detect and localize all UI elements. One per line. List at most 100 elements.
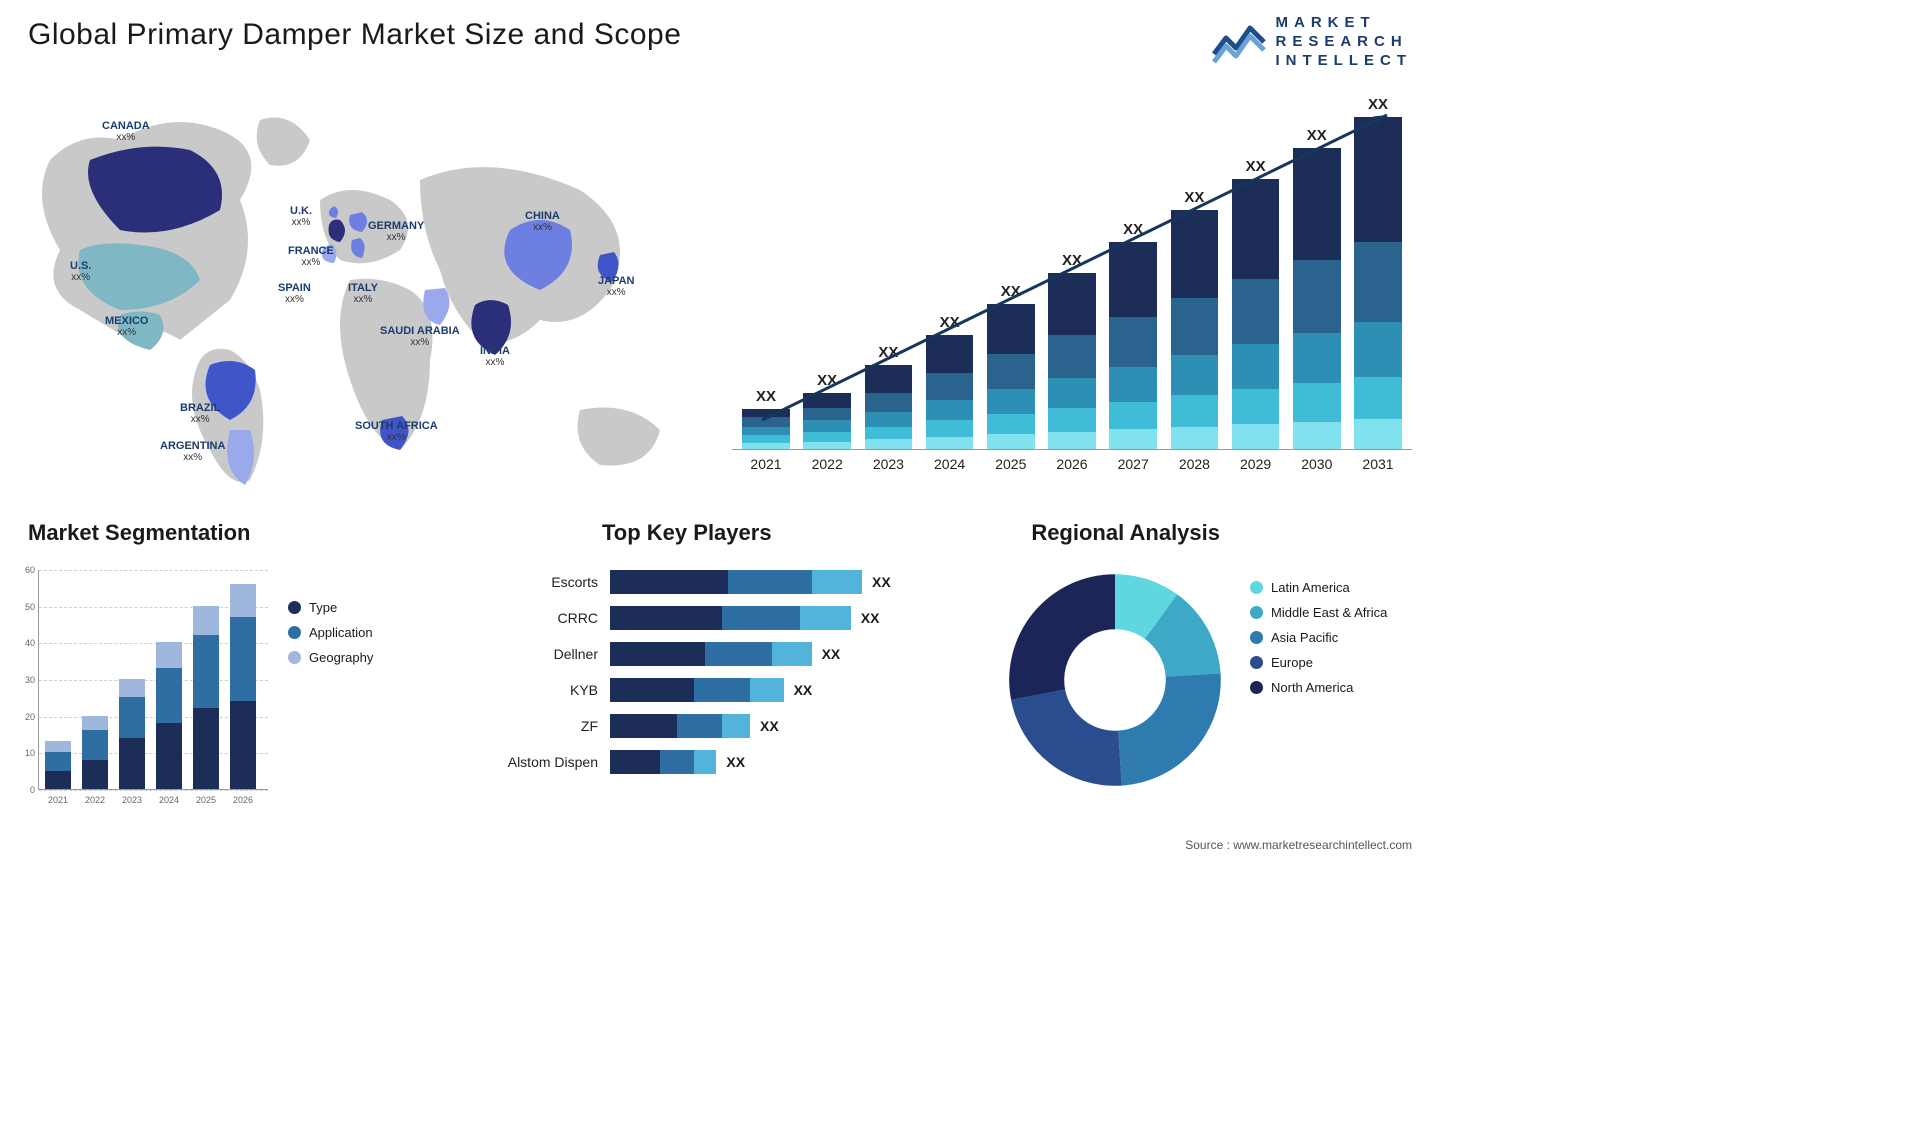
- seg-bar-seg: [82, 760, 108, 789]
- main-bar-seg: [1232, 279, 1280, 344]
- map-label: SOUTH AFRICAxx%: [355, 420, 438, 443]
- main-bar: XX: [987, 304, 1035, 449]
- seg-gridline: [39, 570, 268, 571]
- seg-bar-seg: [193, 708, 219, 789]
- logo-icon: [1212, 20, 1266, 64]
- kp-bar-seg: [610, 570, 728, 594]
- kp-bar: [610, 570, 862, 594]
- main-bar: XX: [1171, 210, 1219, 449]
- legend-label: Asia Pacific: [1271, 630, 1338, 645]
- reg-legend-item: Latin America: [1250, 580, 1420, 595]
- main-bar-seg: [987, 304, 1035, 354]
- main-bar-xlabel: 2031: [1354, 456, 1402, 480]
- seg-legend-item: Geography: [288, 650, 373, 665]
- reg-legend-item: Asia Pacific: [1250, 630, 1420, 645]
- main-bar-seg: [803, 408, 851, 421]
- seg-bar-seg: [230, 584, 256, 617]
- logo-line1: MARKET: [1276, 14, 1413, 33]
- main-bar-seg: [1293, 422, 1341, 450]
- main-bar: XX: [1293, 148, 1341, 449]
- main-bar-seg: [1354, 242, 1402, 322]
- main-bar-xlabel: 2028: [1171, 456, 1219, 480]
- segmentation-chart: 0102030405060202120222023202420252026 Ty…: [10, 560, 430, 820]
- legend-dot: [1250, 656, 1263, 669]
- map-label: CANADAxx%: [102, 120, 150, 143]
- map-label: BRAZILxx%: [180, 402, 220, 425]
- legend-label: North America: [1271, 680, 1353, 695]
- legend-label: Type: [309, 600, 337, 615]
- brand-logo: MARKET RESEARCH INTELLECT: [1212, 14, 1413, 70]
- map-label: CHINAxx%: [525, 210, 560, 233]
- main-bar-value: XX: [1232, 158, 1280, 175]
- main-bar-seg: [987, 389, 1035, 414]
- kp-value: XX: [760, 718, 779, 734]
- seg-bar-seg: [156, 668, 182, 723]
- donut-chart: [1000, 565, 1230, 795]
- main-bar-seg: [1109, 242, 1157, 317]
- main-bar-seg: [803, 432, 851, 442]
- legend-dot: [1250, 606, 1263, 619]
- kp-value: XX: [794, 682, 813, 698]
- seg-ylabel: 30: [15, 675, 35, 685]
- main-bar-seg: [1109, 367, 1157, 402]
- legend-dot: [288, 626, 301, 639]
- main-bar: XX: [1109, 242, 1157, 450]
- kp-name: ZF: [490, 718, 610, 734]
- kp-bar-seg: [800, 606, 850, 630]
- legend-dot: [288, 601, 301, 614]
- kp-bar-seg: [610, 678, 694, 702]
- main-bar-xlabel: 2026: [1048, 456, 1096, 480]
- seg-bar-seg: [156, 723, 182, 789]
- main-bar-seg: [1048, 378, 1096, 408]
- seg-bar: [45, 741, 71, 789]
- main-bar-seg: [865, 393, 913, 412]
- main-bar-seg: [865, 412, 913, 427]
- kp-bar-seg: [722, 714, 750, 738]
- regional-legend: Latin AmericaMiddle East & AfricaAsia Pa…: [1250, 570, 1420, 705]
- kp-value: XX: [861, 610, 880, 626]
- donut-slice: [1009, 574, 1115, 700]
- seg-bar-seg: [45, 741, 71, 752]
- seg-ylabel: 10: [15, 748, 35, 758]
- main-bar-seg: [742, 435, 790, 443]
- seg-bar-seg: [193, 606, 219, 635]
- main-bar-xlabel: 2029: [1232, 456, 1280, 480]
- main-bar-value: XX: [1171, 189, 1219, 206]
- main-bar-seg: [1171, 395, 1219, 426]
- regional-chart: Latin AmericaMiddle East & AfricaAsia Pa…: [1000, 560, 1420, 820]
- map-label: SPAINxx%: [278, 282, 311, 305]
- main-bar-value: XX: [1109, 221, 1157, 238]
- seg-bar-seg: [82, 716, 108, 731]
- seg-ylabel: 0: [15, 785, 35, 795]
- kp-row: KYB XX: [490, 678, 960, 702]
- main-bar-seg: [865, 439, 913, 449]
- kp-bar-seg: [750, 678, 784, 702]
- seg-bar-seg: [82, 730, 108, 759]
- seg-bar-seg: [230, 617, 256, 701]
- seg-bar-seg: [119, 738, 145, 789]
- main-bar-seg: [1048, 273, 1096, 336]
- main-bar-seg: [803, 393, 851, 408]
- kp-bar-seg: [772, 642, 811, 666]
- main-bar-seg: [1109, 429, 1157, 449]
- main-bar-seg: [926, 400, 974, 420]
- main-bar: XX: [803, 393, 851, 449]
- main-bar-xlabel: 2024: [926, 456, 974, 480]
- kp-value: XX: [726, 754, 745, 770]
- main-bar-seg: [987, 414, 1035, 434]
- main-bar: XX: [1232, 179, 1280, 449]
- main-bar-seg: [1232, 389, 1280, 424]
- seg-bar-seg: [119, 679, 145, 697]
- main-bar-seg: [865, 427, 913, 440]
- main-bar-seg: [1354, 322, 1402, 377]
- kp-row: DellnerXX: [490, 642, 960, 666]
- main-bar-seg: [1354, 117, 1402, 242]
- kp-name: KYB: [490, 682, 610, 698]
- map-label: U.S.xx%: [70, 260, 91, 283]
- seg-ylabel: 20: [15, 712, 35, 722]
- main-bar-xlabel: 2022: [803, 456, 851, 480]
- seg-legend-item: Application: [288, 625, 373, 640]
- seg-xlabel: 2025: [193, 795, 219, 805]
- seg-bar: [156, 642, 182, 789]
- segmentation-title: Market Segmentation: [28, 520, 251, 546]
